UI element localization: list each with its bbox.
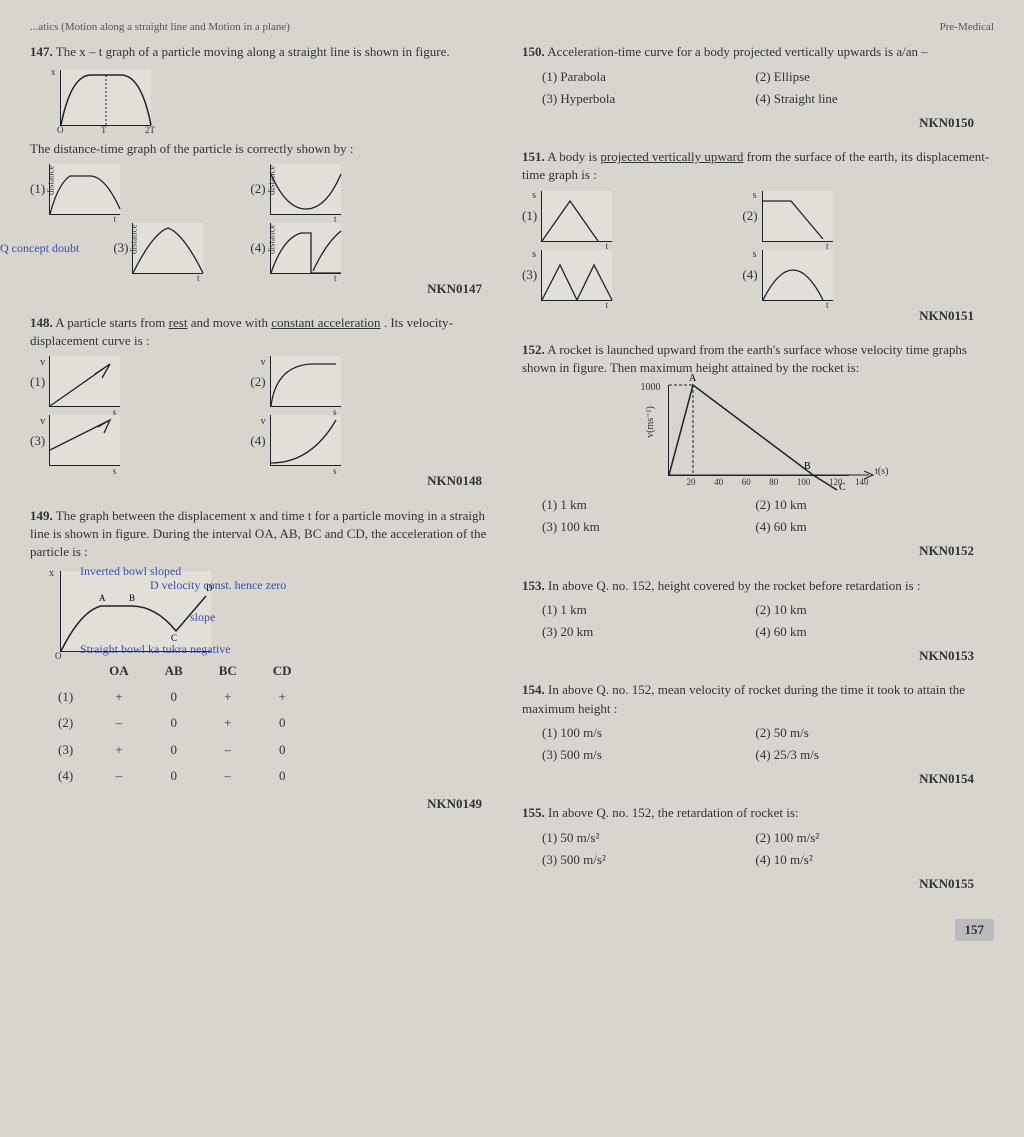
q150-opt1: (1) Parabola [542, 68, 745, 86]
q149-hand3: slope [190, 609, 215, 626]
q155-opt1: (1) 50 m/s² [542, 829, 745, 847]
q148-graph3: v s [49, 415, 120, 466]
q147-xt-graph: x O T 2T [60, 70, 151, 126]
table-row: (2) – 0 + 0 [40, 710, 310, 736]
page-header: ...atics (Motion along a straight line a… [30, 20, 994, 35]
q154-text: In above Q. no. 152, mean velocity of ro… [522, 682, 965, 715]
q151-graph1: s t [541, 191, 612, 242]
table-row: (4) – 0 – 0 [40, 763, 310, 789]
q148-graph2: v s [270, 356, 341, 407]
table-row: (1) + 0 + + [40, 684, 310, 710]
q147-code: NKN0147 [30, 280, 482, 298]
page-footer: 157 [30, 919, 994, 941]
q147-graph3: distance t [132, 223, 203, 274]
q152-chart: v(ms⁻¹) 1000 A B C 20 40 60 80 [668, 385, 849, 476]
q154-opt1: (1) 100 m/s [542, 724, 745, 742]
q150-opt2: (2) Ellipse [755, 68, 958, 86]
page-content: 147. The x – t graph of a particle movin… [30, 43, 994, 909]
q150-num: 150. [522, 44, 545, 59]
q152-opt1: (1) 1 km [542, 496, 745, 514]
q151-graph3: s t [541, 250, 612, 301]
q147-subtext: The distance-time graph of the particle … [30, 140, 502, 158]
right-column: 150. Acceleration-time curve for a body … [522, 43, 994, 909]
q153-opt2: (2) 10 km [755, 601, 958, 619]
q147-opt2: (2) [250, 180, 265, 198]
q147-hand: Q concept doubt [0, 240, 79, 257]
q153-opt3: (3) 20 km [542, 623, 745, 641]
q150-code: NKN0150 [522, 114, 974, 132]
q154-code: NKN0154 [522, 770, 974, 788]
q147-graph2: distance t [270, 164, 341, 215]
q147-options: (1) distance t (2) distance t [30, 164, 502, 274]
svg-text:B: B [129, 593, 135, 603]
q149-num: 149. [30, 508, 53, 523]
question-150: 150. Acceleration-time curve for a body … [522, 43, 994, 136]
table-row: (3) + 0 – 0 [40, 737, 310, 763]
question-154: 154. In above Q. no. 152, mean velocity … [522, 681, 994, 792]
svg-text:B: B [804, 461, 811, 472]
q152-opt2: (2) 10 km [755, 496, 958, 514]
svg-text:A: A [99, 593, 106, 603]
q148-graph1: v s [49, 356, 120, 407]
header-left: ...atics (Motion along a straight line a… [30, 20, 290, 35]
q155-opt2: (2) 100 m/s² [755, 829, 958, 847]
q151-graph2: s t [762, 191, 833, 242]
q153-num: 153. [522, 578, 545, 593]
q148-options: (1) v s (2) v s (3) [30, 356, 502, 466]
q148-graph4: v s [270, 415, 341, 466]
question-147: 147. The x – t graph of a particle movin… [30, 43, 502, 302]
q151-code: NKN0151 [522, 307, 974, 325]
q155-opt3: (3) 500 m/s² [542, 851, 745, 869]
q148-code: NKN0148 [30, 472, 482, 490]
q151-options: (1) s t (2) s t (3) [522, 191, 994, 301]
q153-text: In above Q. no. 152, height covered by t… [548, 578, 921, 593]
q152-code: NKN0152 [522, 542, 974, 560]
question-151: 151. A body is projected vertically upwa… [522, 148, 994, 329]
q150-text: Acceleration-time curve for a body proje… [547, 44, 927, 59]
q147-text: The x – t graph of a particle moving alo… [56, 44, 450, 59]
question-149: 149. The graph between the displacement … [30, 507, 502, 818]
q152-opt4: (4) 60 km [755, 518, 958, 536]
q149-table: OA AB BC CD (1) + 0 + + (2) – 0 + [40, 658, 310, 789]
q155-opt4: (4) 10 m/s² [755, 851, 958, 869]
q149-code: NKN0149 [30, 795, 482, 813]
q152-text: A rocket is launched upward from the ear… [522, 342, 967, 375]
svg-text:A: A [689, 373, 697, 384]
q155-text: In above Q. no. 152, the retardation of … [548, 805, 799, 820]
q154-opt2: (2) 50 m/s [755, 724, 958, 742]
left-column: 147. The x – t graph of a particle movin… [30, 43, 502, 909]
q147-opt4: (4) [250, 239, 265, 257]
q149-text: The graph between the displacement x and… [30, 508, 486, 559]
q154-num: 154. [522, 682, 545, 697]
q150-opt4: (4) Straight line [755, 90, 958, 108]
q153-opt1: (1) 1 km [542, 601, 745, 619]
question-155: 155. In above Q. no. 152, the retardatio… [522, 804, 994, 897]
q149-hand4: Straight bowl ka tukra negative [80, 641, 231, 658]
q152-opt3: (3) 100 km [542, 518, 745, 536]
q147-num: 147. [30, 44, 53, 59]
header-right: Pre-Medical [940, 20, 994, 35]
q147-graph4: distance t [270, 223, 341, 274]
page-number: 157 [955, 919, 995, 941]
question-148: 148. A particle starts from rest and mov… [30, 314, 502, 495]
q148-num: 148. [30, 315, 53, 330]
q151-graph4: s t [762, 250, 833, 301]
q153-code: NKN0153 [522, 647, 974, 665]
q147-graph1: distance t [49, 164, 120, 215]
q151-num: 151. [522, 149, 545, 164]
q147-opt1: (1) [30, 180, 45, 198]
q150-opt3: (3) Hyperbola [542, 90, 745, 108]
q154-opt3: (3) 500 m/s [542, 746, 745, 764]
q153-opt4: (4) 60 km [755, 623, 958, 641]
q152-num: 152. [522, 342, 545, 357]
q149-hand2: D velocity const. hence zero [150, 577, 286, 594]
q147-opt3: (3) [113, 239, 128, 257]
q154-opt4: (4) 25/3 m/s [755, 746, 958, 764]
question-153: 153. In above Q. no. 152, height covered… [522, 577, 994, 670]
q155-num: 155. [522, 805, 545, 820]
q155-code: NKN0155 [522, 875, 974, 893]
question-152: 152. A rocket is launched upward from th… [522, 341, 994, 565]
